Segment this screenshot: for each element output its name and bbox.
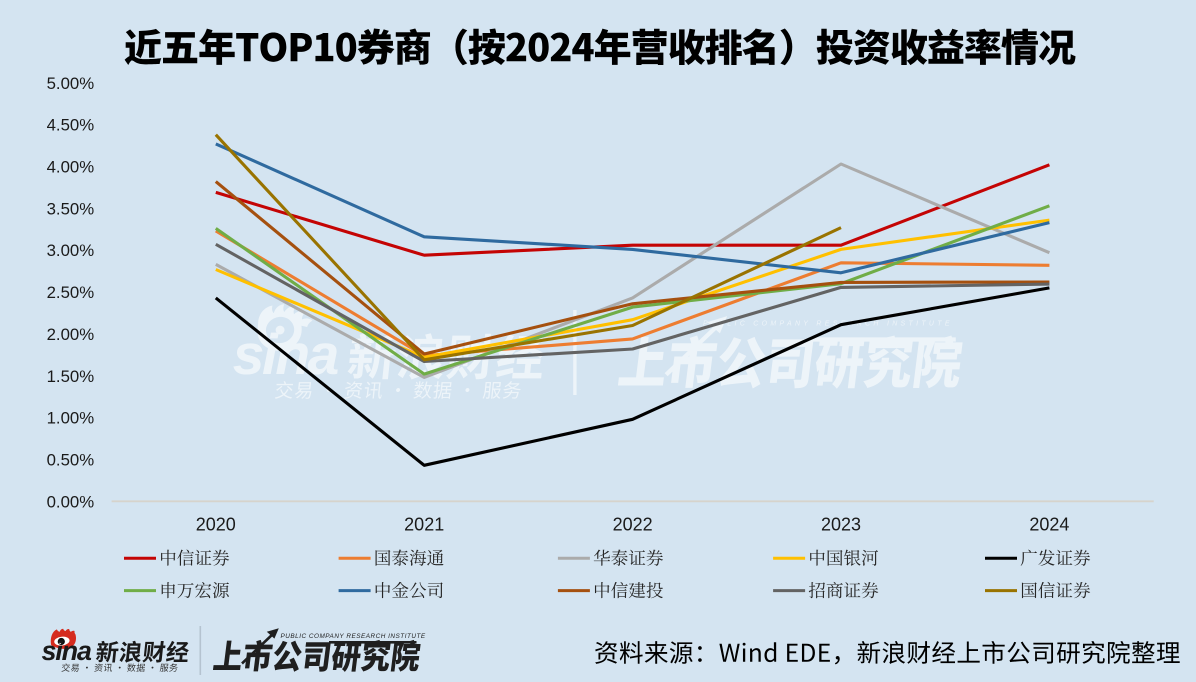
svg-text:4.00%: 4.00% [47, 158, 95, 177]
svg-text:2023: 2023 [821, 515, 861, 535]
svg-text:2021: 2021 [404, 515, 444, 535]
svg-text:2020: 2020 [196, 515, 236, 535]
svg-text:3.00%: 3.00% [47, 241, 95, 260]
svg-text:1.00%: 1.00% [47, 409, 95, 428]
svg-text:5.00%: 5.00% [47, 74, 95, 93]
svg-text:PUBLIC COMPANY RESEARCH INSTIT: PUBLIC COMPANY RESEARCH INSTITUTE [281, 633, 426, 640]
svg-text:1.50%: 1.50% [47, 367, 95, 386]
svg-text:3.50%: 3.50% [47, 199, 95, 218]
svg-text:2.50%: 2.50% [47, 283, 95, 302]
svg-text:PUBLIC COMPANY RESEARCH INSTIT: PUBLIC COMPANY RESEARCH INSTITUTE [703, 320, 953, 327]
svg-text:0.00%: 0.00% [47, 492, 95, 511]
svg-text:0.50%: 0.50% [47, 450, 95, 469]
svg-text:2022: 2022 [613, 515, 653, 535]
svg-text:4.50%: 4.50% [47, 116, 95, 135]
svg-text:2024: 2024 [1029, 515, 1069, 535]
svg-text:2.00%: 2.00% [47, 325, 95, 344]
